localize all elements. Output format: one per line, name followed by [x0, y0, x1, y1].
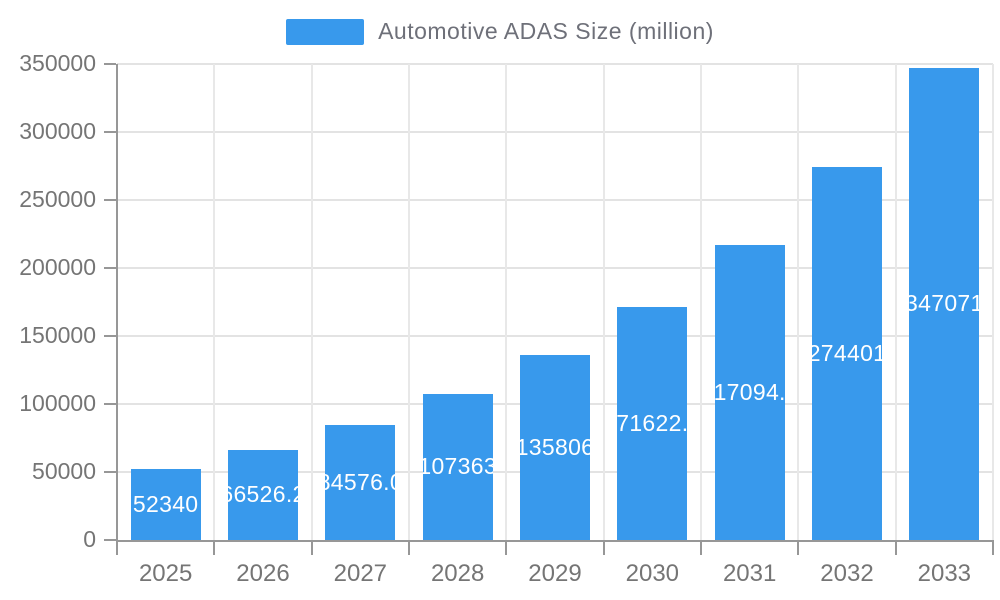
bar-2028[interactable]: 107363	[422, 393, 493, 540]
y-axis-tick	[104, 267, 116, 269]
v-gridline	[992, 64, 994, 540]
bar-value-label: 84576.0	[325, 468, 395, 495]
bar-2027[interactable]: 84576.0	[325, 424, 396, 540]
bar-value-label: 66526.2	[228, 481, 298, 508]
bar-2025[interactable]: 52340	[130, 468, 201, 540]
x-axis-tick	[602, 542, 605, 555]
y-axis-label: 300000	[19, 118, 96, 144]
v-gridline	[797, 64, 800, 540]
y-axis-line	[116, 64, 118, 542]
x-axis-label: 2025	[138, 560, 193, 587]
x-axis-tick	[700, 542, 702, 555]
x-axis-tick	[116, 542, 118, 555]
bar-value-label: 347071	[909, 290, 980, 317]
bar-value-label: 274401	[812, 339, 882, 366]
x-axis-label: 2026	[236, 560, 290, 587]
bar-2033[interactable]: 347071	[909, 67, 980, 540]
y-axis-tick	[104, 335, 116, 337]
bar-2032[interactable]: 274401	[812, 166, 882, 540]
v-gridline	[310, 64, 313, 540]
x-axis-label: 2032	[820, 560, 874, 587]
y-axis-label: 150000	[19, 322, 96, 348]
y-axis-label: 200000	[19, 254, 96, 280]
x-axis-tick	[505, 542, 508, 555]
bar-value-label: 52340	[132, 490, 199, 517]
v-gridline	[408, 64, 410, 540]
v-gridline	[213, 64, 216, 540]
x-axis-tick	[992, 542, 994, 555]
y-axis-label: 50000	[32, 458, 96, 484]
x-axis-label: 2029	[528, 560, 582, 587]
bar-value-label: 135806	[520, 434, 590, 461]
x-axis-tick	[797, 542, 800, 555]
bar-2026[interactable]: 66526.2	[228, 449, 298, 540]
bar-2029[interactable]: 135806	[520, 355, 590, 540]
x-axis-tick	[894, 542, 897, 555]
y-axis-tick	[104, 403, 116, 405]
x-axis-label: 2031	[722, 560, 777, 587]
y-axis-label: 350000	[19, 50, 96, 76]
y-axis-tick	[104, 131, 116, 133]
h-gridline	[117, 199, 993, 201]
v-gridline	[505, 64, 508, 540]
bar-value-label: 171622.5	[617, 409, 687, 436]
y-axis-label: 100000	[19, 390, 96, 416]
y-axis-label: 250000	[19, 186, 96, 212]
legend-item[interactable]: Automotive ADAS Size (million)	[0, 18, 1000, 45]
bar-2030[interactable]: 171622.5	[617, 306, 688, 540]
x-axis-label: 2030	[625, 560, 680, 587]
v-gridline	[700, 64, 702, 540]
x-axis-line	[116, 540, 994, 542]
v-gridline	[894, 64, 897, 540]
legend-swatch	[286, 18, 365, 45]
x-axis-label: 2028	[430, 560, 485, 587]
y-axis-label: 0	[83, 526, 96, 552]
y-axis-tick	[104, 471, 116, 473]
x-axis-label: 2033	[917, 560, 972, 587]
y-axis-tick	[104, 199, 116, 201]
legend-label: Automotive ADAS Size (million)	[378, 18, 714, 44]
x-axis-label: 2027	[333, 560, 388, 587]
v-gridline	[602, 64, 605, 540]
y-axis-tick	[104, 539, 116, 541]
bar-value-label: 107363	[422, 453, 493, 480]
x-axis-tick	[408, 542, 410, 555]
h-gridline	[117, 267, 993, 269]
h-gridline	[117, 63, 993, 65]
x-axis-tick	[213, 542, 216, 555]
y-axis-tick	[104, 63, 116, 65]
h-gridline	[117, 335, 993, 337]
h-gridline	[117, 131, 993, 133]
x-axis-tick	[310, 542, 313, 555]
